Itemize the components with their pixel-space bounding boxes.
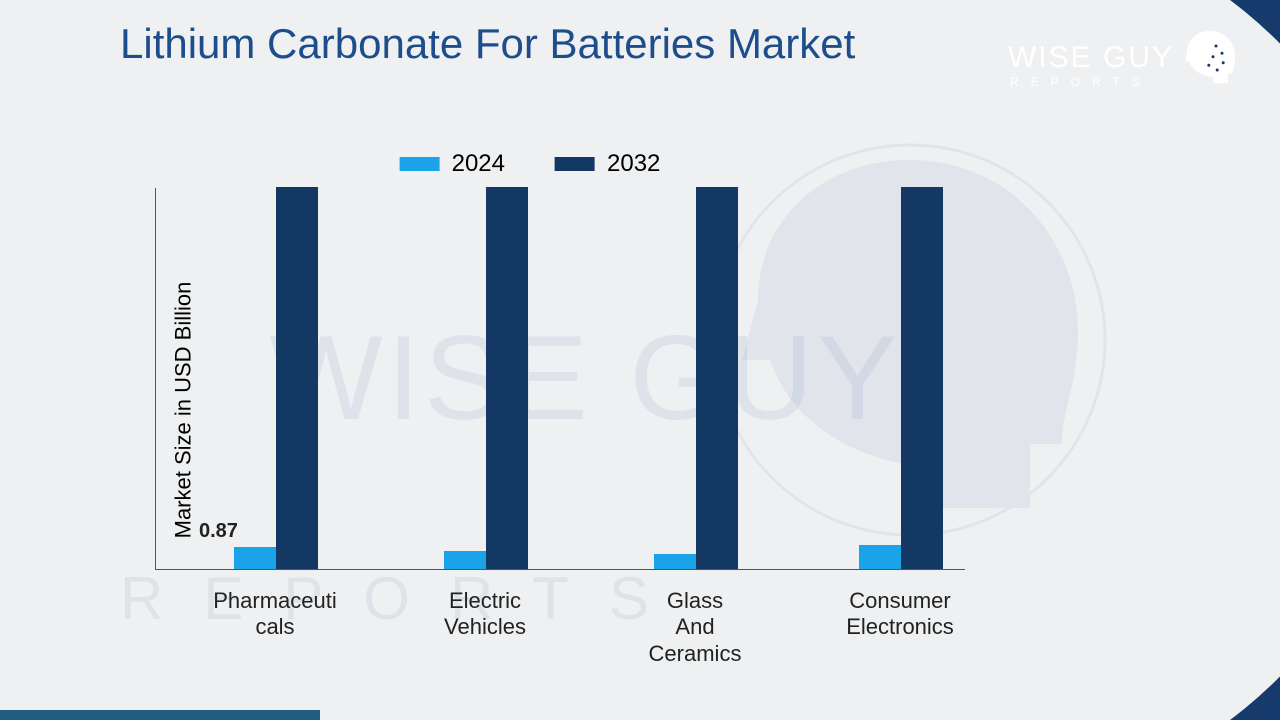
bar <box>234 547 276 569</box>
bar <box>696 187 738 569</box>
legend: 2024 2032 <box>400 150 661 178</box>
chart-title: Lithium Carbonate For Batteries Market <box>120 20 860 68</box>
bar <box>276 187 318 569</box>
legend-swatch-2032 <box>555 157 595 171</box>
category-labels: Pharmaceuti cals Electric Vehicles Glass A… <box>155 580 965 670</box>
side-panel <box>965 0 1280 720</box>
legend-item-2032: 2032 <box>555 150 660 178</box>
legend-label-2032: 2032 <box>607 150 660 178</box>
plot-area: 0.87 <box>155 188 965 570</box>
brand-head-icon <box>1180 28 1240 88</box>
category-label: Electric Vehicles <box>405 588 565 641</box>
category-label: Consumer Electronics <box>820 588 980 641</box>
bar-group <box>836 187 966 569</box>
brand-logo: WISE GUY REPORTS <box>1008 28 1240 88</box>
bar <box>859 545 901 569</box>
bar <box>444 551 486 569</box>
bar-group <box>631 187 761 569</box>
bar-group: 0.87 <box>211 187 341 569</box>
bar-group <box>421 187 551 569</box>
bar <box>654 554 696 569</box>
chart-area: Market Size in USD Billion 2024 2032 0.8… <box>95 150 965 670</box>
bar <box>901 187 943 569</box>
brand-sub: REPORTS <box>1010 75 1152 89</box>
value-label: 0.87 <box>199 520 238 543</box>
legend-swatch-2024 <box>400 157 440 171</box>
chart-canvas: WISE GUY REPORTS WISE GUY REPORTS Lithiu… <box>0 0 1280 720</box>
category-label: Pharmaceuti cals <box>195 588 355 641</box>
bar <box>486 187 528 569</box>
bottom-accent-bar <box>0 710 320 720</box>
brand-name: WISE GUY <box>1008 41 1174 74</box>
legend-item-2024: 2024 <box>400 150 505 178</box>
legend-label-2024: 2024 <box>452 150 505 178</box>
category-label: Glass And Ceramics <box>615 588 775 667</box>
